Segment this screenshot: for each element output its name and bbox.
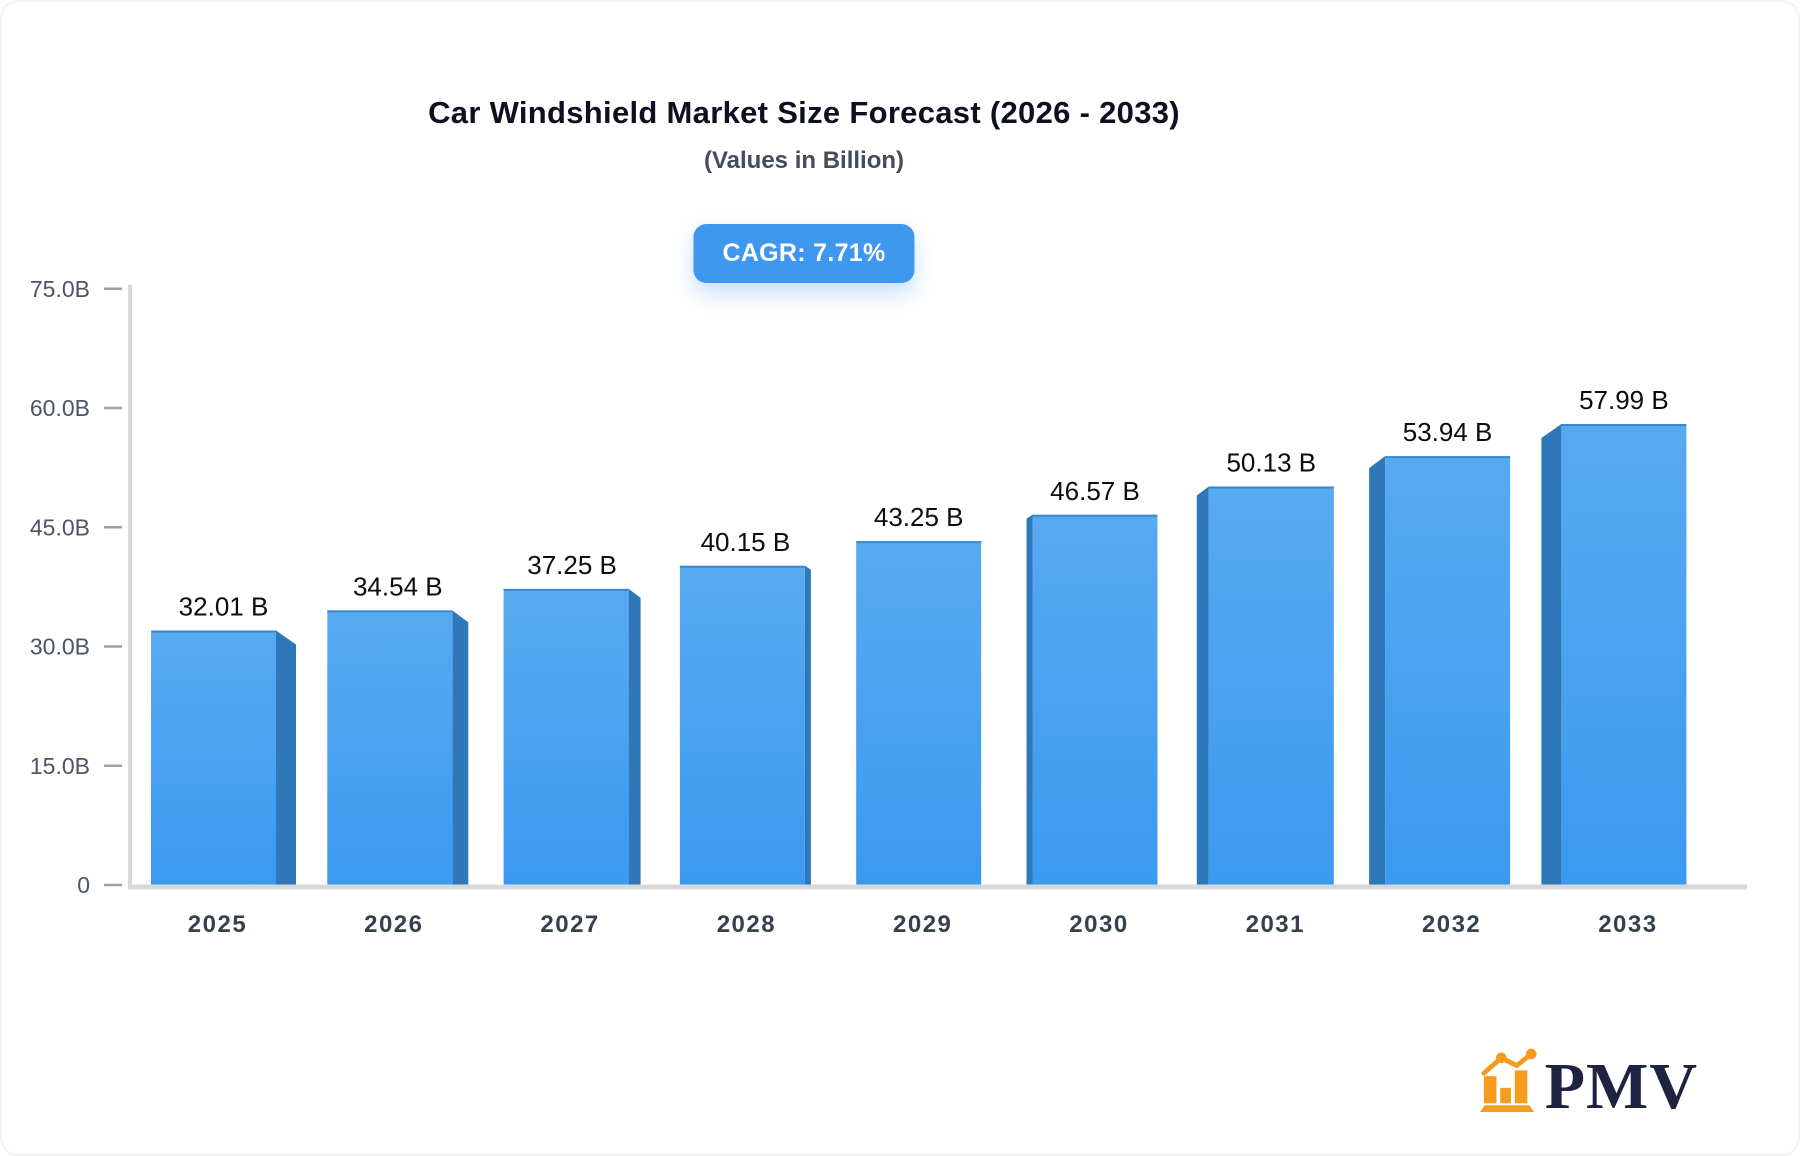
bar-side-2032 — [1369, 456, 1386, 886]
bar-2029 — [856, 541, 982, 886]
y-axis-tick-label-60.0B: 60.0B — [30, 395, 90, 421]
value-label-2030: 46.57 B — [1050, 476, 1140, 506]
x-axis-label-2029: 2029 — [893, 911, 952, 938]
value-label-2026: 34.54 B — [353, 571, 443, 601]
bar-side-2031 — [1196, 486, 1209, 886]
x-axis-label-2026: 2026 — [364, 911, 423, 938]
value-label-2031: 50.13 B — [1226, 447, 1316, 477]
bar-side-2027 — [628, 588, 641, 886]
value-label-2028: 40.15 B — [701, 527, 791, 557]
x-axis-label-2025: 2025 — [188, 911, 247, 938]
bar-side-2033 — [1541, 423, 1562, 886]
chart-subtitle: (Values in Billion) — [703, 147, 905, 174]
bar-2031 — [1208, 486, 1334, 886]
y-axis-tick-label-0: 0 — [77, 872, 90, 898]
value-label-2033: 57.99 B — [1579, 385, 1669, 415]
bar-2025 — [151, 630, 276, 886]
bar-2028 — [679, 565, 805, 886]
x-axis-label-2031: 2031 — [1246, 911, 1305, 938]
bar-2033 — [1561, 423, 1687, 886]
y-axis-tick-label-30.0B: 30.0B — [30, 634, 90, 660]
bar-side-2026 — [452, 610, 469, 886]
bar-2030 — [1032, 514, 1158, 886]
y-axis-tick-label-45.0B: 45.0B — [30, 514, 90, 540]
value-label-2025: 32.01 B — [179, 592, 269, 622]
value-label-2032: 53.94 B — [1403, 417, 1493, 447]
chart-title: Car Windshield Market Size Forecast (202… — [428, 95, 1180, 130]
bar-side-2025 — [276, 630, 296, 886]
bar-side-2028 — [804, 565, 811, 886]
x-axis-label-2028: 2028 — [717, 911, 776, 938]
y-axis-tick-label-75.0B: 75.0B — [30, 276, 90, 302]
cagr-badge: CAGR: 7.71% — [693, 224, 915, 283]
brand-chart-icon — [1479, 1048, 1537, 1112]
x-axis-label-2032: 2032 — [1422, 911, 1481, 938]
value-label-2027: 37.25 B — [527, 550, 617, 580]
x-axis-label-2027: 2027 — [540, 911, 599, 938]
bar-2026 — [327, 610, 453, 886]
bar-2032 — [1385, 456, 1511, 886]
bar-2027 — [503, 588, 629, 886]
brand-logo: PMV — [1479, 1048, 1698, 1123]
bar-side-2030 — [1026, 514, 1033, 886]
y-axis-tick-label-15.0B: 15.0B — [30, 753, 90, 779]
x-axis-label-2030: 2030 — [1069, 911, 1128, 938]
value-label-2029: 43.25 B — [874, 502, 964, 532]
brand-name: PMV — [1544, 1049, 1698, 1123]
x-axis-label-2033: 2033 — [1598, 911, 1657, 938]
